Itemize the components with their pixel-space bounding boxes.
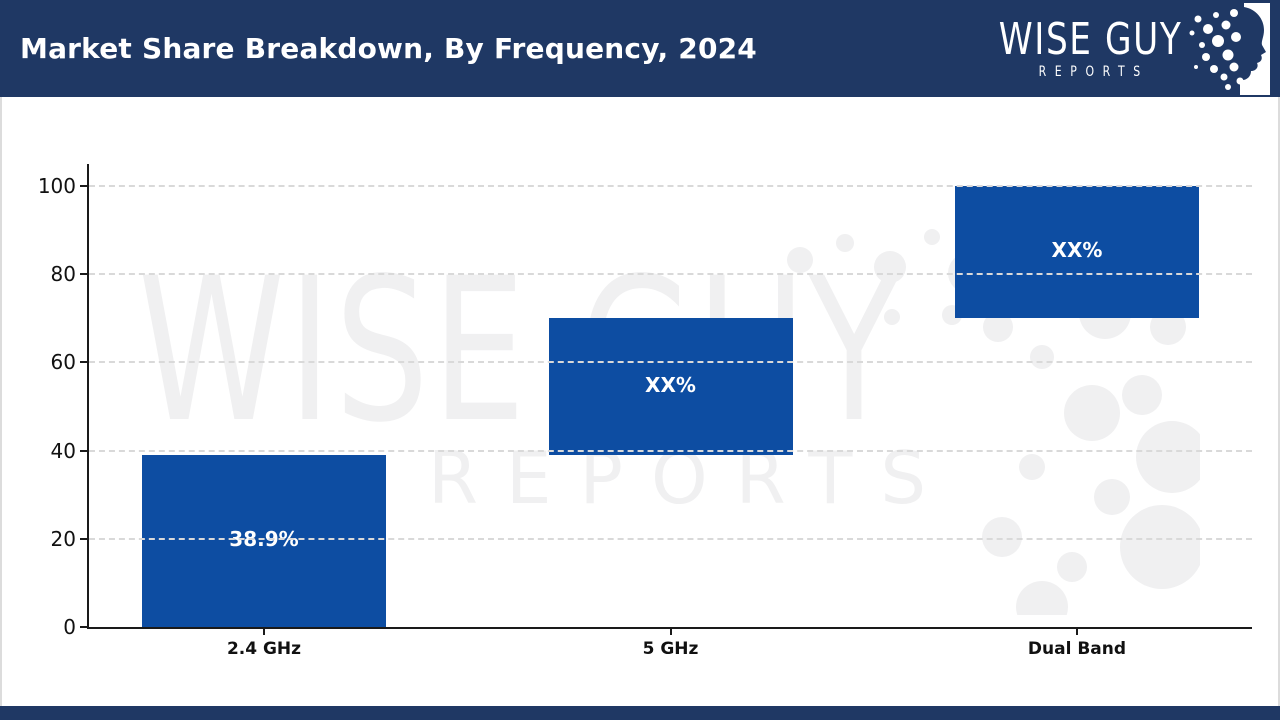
logo: WISE GUY REPORTS bbox=[947, 0, 1270, 97]
page-title: Market Share Breakdown, By Frequency, 20… bbox=[20, 32, 757, 65]
x-tick bbox=[669, 627, 672, 635]
gridline bbox=[89, 449, 1252, 452]
x-tick-label: 2.4 GHz bbox=[226, 639, 302, 659]
y-tick-label: 40 bbox=[50, 438, 76, 463]
x-tick-label: 5 GHz bbox=[642, 639, 699, 659]
y-tick bbox=[80, 361, 88, 364]
y-tick bbox=[80, 626, 88, 628]
logo-subtext: REPORTS bbox=[1038, 63, 1149, 80]
y-axis-line bbox=[87, 164, 89, 629]
x-tick bbox=[263, 627, 265, 635]
y-tick-label: 20 bbox=[50, 526, 76, 551]
y-tick bbox=[80, 185, 88, 187]
gridline bbox=[89, 185, 1252, 187]
gridline bbox=[89, 361, 1252, 364]
y-tick-label: 0 bbox=[63, 615, 76, 639]
bar-5-ghz: XX% bbox=[548, 318, 793, 456]
gridline bbox=[89, 537, 1252, 540]
bar-value-label: XX% bbox=[1051, 238, 1103, 263]
footer-bar bbox=[0, 706, 1280, 720]
x-tick-label: Dual Band bbox=[1027, 639, 1127, 659]
logo-face-icon bbox=[1189, 2, 1270, 95]
gridline bbox=[89, 273, 1252, 276]
bar-dual-band: XX% bbox=[955, 186, 1199, 319]
y-tick bbox=[80, 273, 88, 276]
y-tick bbox=[80, 537, 88, 540]
header-bar: Market Share Breakdown, By Frequency, 20… bbox=[0, 0, 1280, 97]
y-tick-label: 60 bbox=[50, 350, 76, 375]
y-tick-label: 100 bbox=[37, 174, 76, 198]
y-tick bbox=[80, 449, 88, 452]
y-tick-label: 80 bbox=[50, 262, 76, 287]
logo-text: WISE GUY REPORTS bbox=[998, 13, 1182, 80]
x-tick bbox=[1076, 627, 1078, 635]
logo-wordmark: WISE GUY bbox=[998, 13, 1182, 65]
bar-2-4-ghz: 38.9% bbox=[142, 455, 386, 627]
bar-value-label: XX% bbox=[645, 372, 696, 397]
